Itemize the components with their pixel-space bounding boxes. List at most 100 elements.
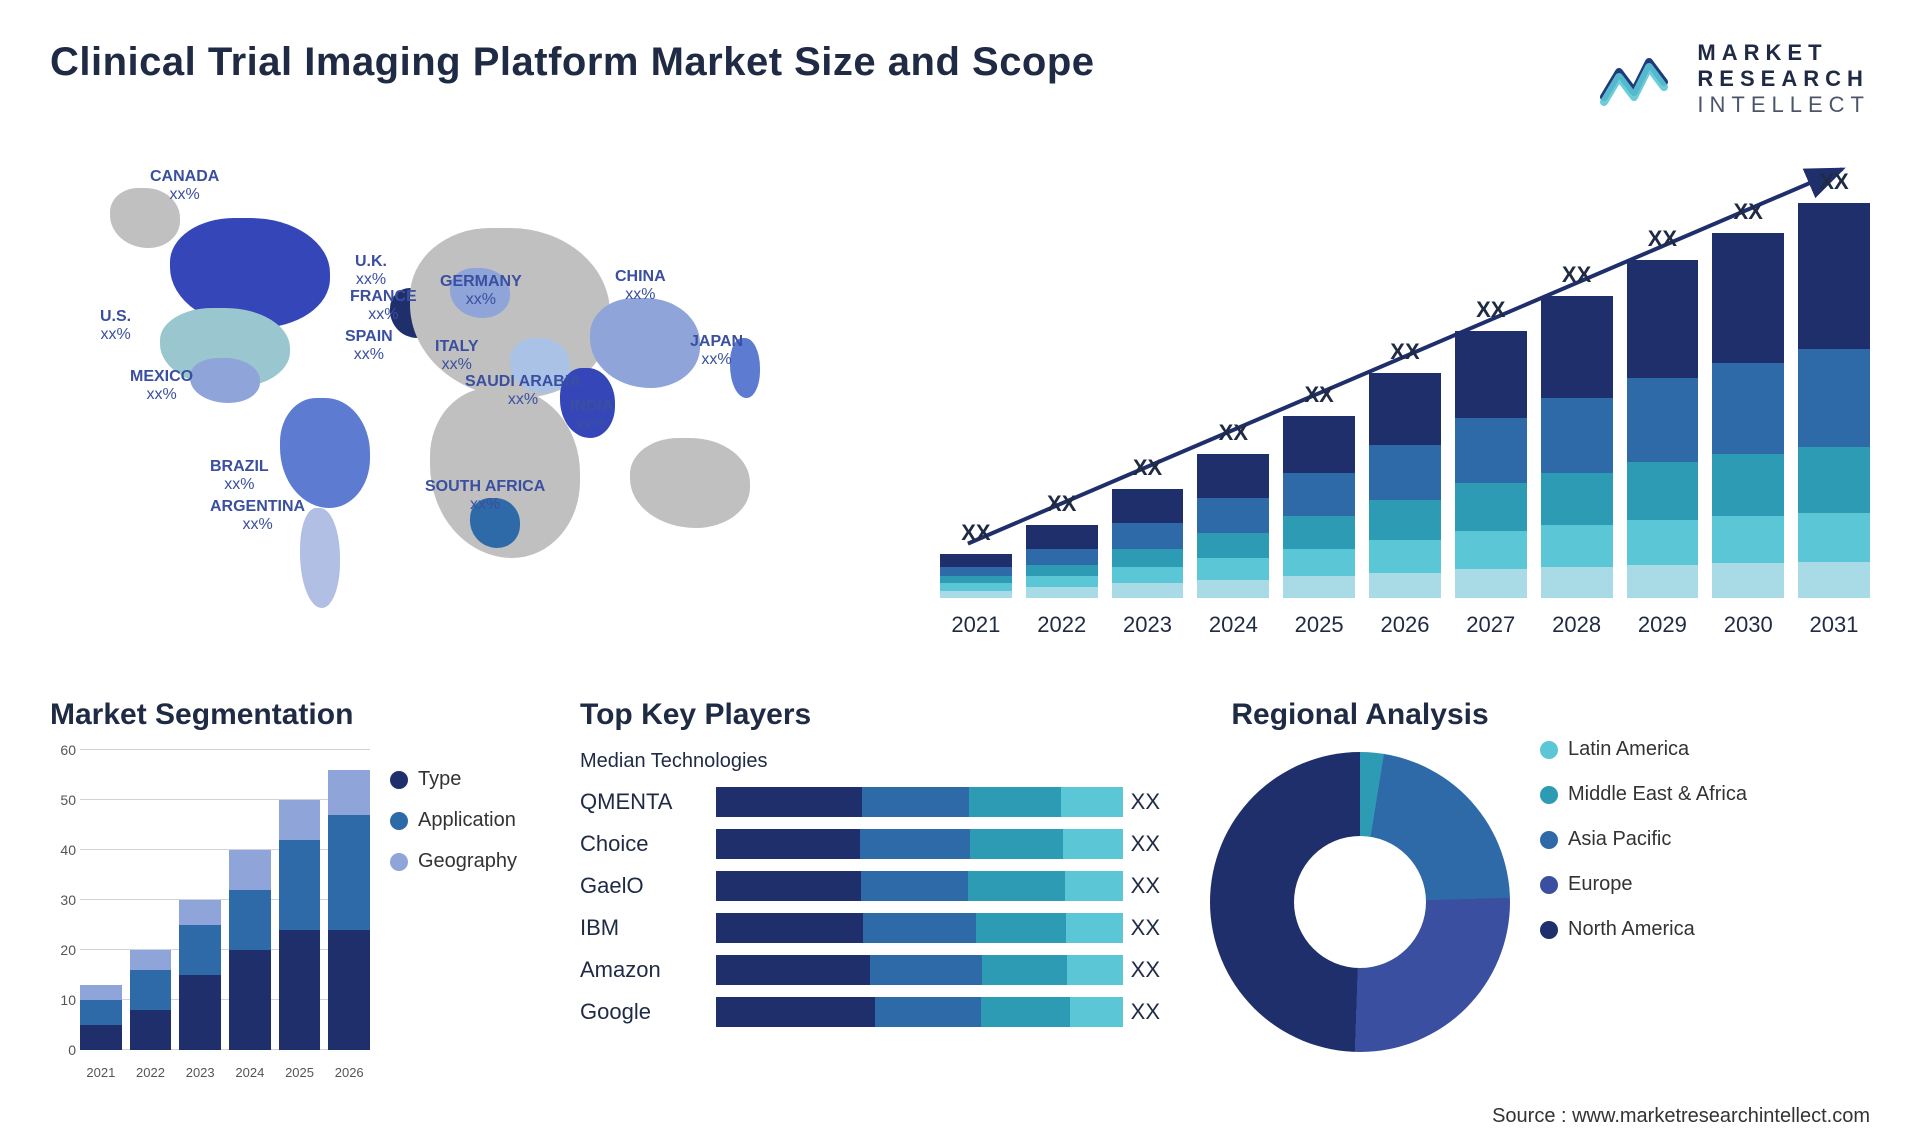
growth-x-label: 2029 — [1627, 612, 1699, 638]
player-value: XX — [1131, 915, 1160, 941]
player-bar — [716, 871, 1123, 901]
player-row: IBM XX — [580, 913, 1160, 943]
legend-item: Latin America — [1540, 738, 1747, 761]
segmentation-bar — [328, 770, 370, 1050]
legend-item: Geography — [390, 850, 517, 873]
brand-line3: INTELLECT — [1697, 92, 1870, 118]
player-row: QMENTA XX — [580, 787, 1160, 817]
growth-bar: XX — [1369, 373, 1441, 598]
player-bar — [716, 787, 1123, 817]
player-name: Amazon — [580, 957, 700, 983]
segmentation-bar — [80, 985, 122, 1050]
page-title: Clinical Trial Imaging Platform Market S… — [50, 40, 1095, 85]
players-section: Top Key Players Median Technologies QMEN… — [580, 698, 1160, 1118]
brand-line2: RESEARCH — [1697, 66, 1870, 92]
growth-x-label: 2027 — [1455, 612, 1527, 638]
brand-line1: MARKET — [1697, 40, 1870, 66]
player-bar — [716, 955, 1123, 985]
world-map: CANADAxx% U.S.xx% MEXICOxx% BRAZILxx% ARGENT… — [50, 138, 900, 658]
map-label: SPAINxx% — [345, 328, 393, 363]
player-value: XX — [1131, 873, 1160, 899]
map-region — [630, 438, 750, 528]
regional-section: Regional Analysis Latin AmericaMiddle Ea… — [1210, 698, 1870, 1118]
growth-bar: XX — [1541, 296, 1613, 598]
growth-bar-label: XX — [1455, 297, 1527, 323]
segmentation-bar — [279, 800, 321, 1050]
map-label: SAUDI ARABIAxx% — [465, 373, 581, 408]
player-name: GaelO — [580, 873, 700, 899]
growth-bar: XX — [940, 554, 1012, 598]
segmentation-section: Market Segmentation 0102030405060 202120… — [50, 698, 530, 1118]
growth-bar-label: XX — [1712, 199, 1784, 225]
player-value: XX — [1131, 999, 1160, 1025]
map-region — [590, 298, 700, 388]
growth-chart: XXXXXXXXXXXXXXXXXXXXXX 20212022202320242… — [940, 138, 1870, 658]
player-row: Google XX — [580, 997, 1160, 1027]
segmentation-bar — [179, 900, 221, 1050]
growth-bar: XX — [1455, 331, 1527, 598]
player-name: Google — [580, 999, 700, 1025]
map-label: ITALYxx% — [435, 338, 479, 373]
growth-x-label: 2023 — [1112, 612, 1184, 638]
player-name: IBM — [580, 915, 700, 941]
legend-item: North America — [1540, 918, 1747, 941]
regional-title: Regional Analysis — [1210, 698, 1510, 732]
legend-item: Type — [390, 768, 517, 791]
map-region — [280, 398, 370, 508]
growth-x-label: 2028 — [1541, 612, 1613, 638]
segmentation-chart: 0102030405060 202120222023202420252026 — [50, 750, 370, 1080]
brand-logo: MARKET RESEARCH INTELLECT — [1599, 40, 1870, 118]
player-row: Choice XX — [580, 829, 1160, 859]
map-label: MEXICOxx% — [130, 368, 193, 403]
growth-x-label: 2025 — [1283, 612, 1355, 638]
growth-bar: XX — [1112, 489, 1184, 598]
growth-bar-label: XX — [1369, 339, 1441, 365]
segmentation-bar — [130, 950, 172, 1050]
segmentation-title: Market Segmentation — [50, 698, 530, 732]
player-value: XX — [1131, 789, 1160, 815]
growth-bar: XX — [1627, 260, 1699, 598]
map-label: U.K.xx% — [355, 253, 387, 288]
growth-x-label: 2026 — [1369, 612, 1441, 638]
growth-x-label: 2022 — [1026, 612, 1098, 638]
growth-bar: XX — [1026, 525, 1098, 598]
map-label: ARGENTINAxx% — [210, 498, 305, 533]
growth-bar: XX — [1798, 203, 1870, 598]
map-label: FRANCExx% — [350, 288, 417, 323]
map-label: CHINAxx% — [615, 268, 666, 303]
player-value: XX — [1131, 831, 1160, 857]
brand-icon — [1599, 52, 1679, 107]
growth-bar: XX — [1197, 454, 1269, 598]
map-region — [190, 358, 260, 403]
regional-donut — [1210, 752, 1510, 1052]
source-text: Source : www.marketresearchintellect.com — [1492, 1105, 1870, 1128]
map-label: BRAZILxx% — [210, 458, 269, 493]
player-bar — [716, 829, 1123, 859]
legend-item: Application — [390, 809, 517, 832]
player-row: Amazon XX — [580, 955, 1160, 985]
growth-x-label: 2021 — [940, 612, 1012, 638]
growth-bar-label: XX — [940, 520, 1012, 546]
map-label: CANADAxx% — [150, 168, 219, 203]
map-label: U.S.xx% — [100, 308, 131, 343]
segmentation-bar — [229, 850, 271, 1050]
map-region — [300, 508, 340, 608]
growth-bar: XX — [1712, 233, 1784, 598]
segmentation-legend: Type Application Geography — [390, 768, 517, 873]
map-label: SOUTH AFRICAxx% — [425, 478, 545, 513]
map-label: INDIAxx% — [570, 398, 614, 433]
players-title: Top Key Players — [580, 698, 1160, 732]
growth-bar-label: XX — [1026, 491, 1098, 517]
player-value: XX — [1131, 957, 1160, 983]
regional-legend: Latin AmericaMiddle East & AfricaAsia Pa… — [1540, 738, 1747, 941]
growth-bar-label: XX — [1627, 226, 1699, 252]
growth-bar-label: XX — [1283, 382, 1355, 408]
player-name: Choice — [580, 831, 700, 857]
growth-bar-label: XX — [1541, 262, 1613, 288]
legend-item: Asia Pacific — [1540, 828, 1747, 851]
player-bar — [716, 913, 1123, 943]
growth-bar: XX — [1283, 416, 1355, 598]
legend-item: Europe — [1540, 873, 1747, 896]
growth-x-label: 2031 — [1798, 612, 1870, 638]
map-label: JAPANxx% — [690, 333, 743, 368]
